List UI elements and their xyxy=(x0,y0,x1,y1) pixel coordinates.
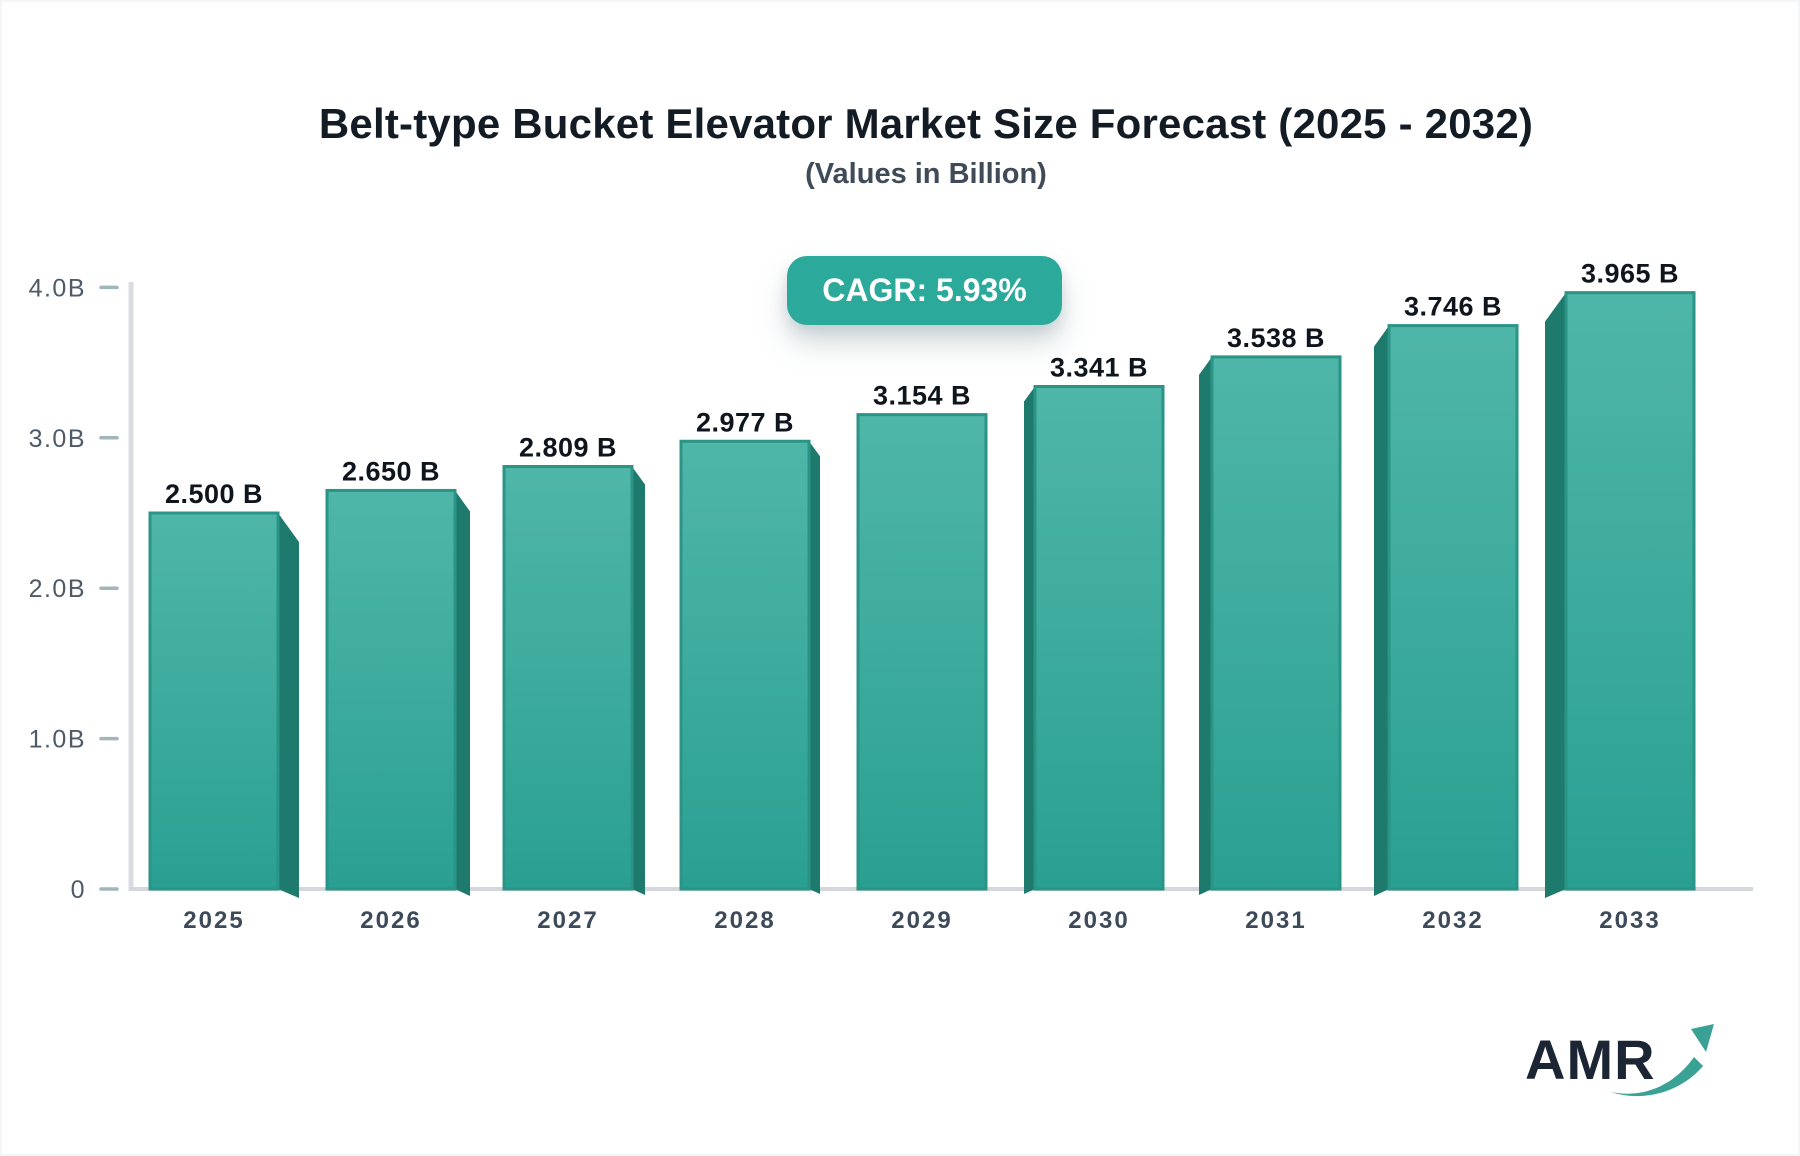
bar-side-3d xyxy=(632,466,645,895)
bar-2033 xyxy=(1564,291,1696,891)
x-tick-label: 2027 xyxy=(537,907,598,934)
x-tick-label: 2025 xyxy=(183,907,244,934)
bar-2026 xyxy=(325,488,457,891)
x-tick-label: 2026 xyxy=(360,907,421,934)
y-tick-label: 2.0B xyxy=(29,575,86,603)
bar-side-3d xyxy=(1545,292,1566,898)
logo-text: AMR xyxy=(1525,1028,1656,1091)
x-tick-label: 2033 xyxy=(1599,907,1660,934)
bar-value-label: 3.154 B xyxy=(873,381,971,411)
bar-value-label: 2.650 B xyxy=(342,456,440,486)
bar-2028 xyxy=(679,439,811,891)
bar-value-label: 2.809 B xyxy=(519,433,617,463)
bar-side-3d xyxy=(455,490,470,896)
trend-up-arrow-icon xyxy=(1611,1024,1714,1097)
amr-logo: AMR xyxy=(1525,1024,1715,1122)
bar-2027 xyxy=(502,465,634,891)
bar-side-3d xyxy=(1374,325,1389,897)
page-title: Belt-type Bucket Elevator Market Size Fo… xyxy=(318,100,1534,147)
y-tick-label: 0 xyxy=(71,876,86,904)
bar-2031 xyxy=(1210,355,1342,891)
bar-value-label: 3.341 B xyxy=(1050,353,1148,383)
bar-side-3d xyxy=(278,513,299,898)
bar-2025 xyxy=(148,511,280,891)
bar-value-label: 3.746 B xyxy=(1404,292,1502,322)
bar-side-3d xyxy=(1024,386,1035,894)
bar-value-label: 2.500 B xyxy=(165,479,263,509)
bar-2032 xyxy=(1387,324,1519,891)
x-tick-label: 2029 xyxy=(891,907,952,934)
x-tick-label: 2032 xyxy=(1422,907,1483,934)
bar-2030 xyxy=(1033,385,1165,891)
bar-2029 xyxy=(856,413,988,891)
cagr-badge: CAGR: 5.93% xyxy=(787,256,1062,325)
bar-side-3d xyxy=(809,441,820,894)
bar-side-3d xyxy=(1199,356,1212,896)
y-tick-label: 1.0B xyxy=(29,726,86,754)
x-tick-label: 2028 xyxy=(714,907,775,934)
y-tick-label: 4.0B xyxy=(29,274,86,302)
bar-value-label: 3.965 B xyxy=(1581,259,1679,289)
bar-value-label: 3.538 B xyxy=(1227,323,1325,353)
x-tick-label: 2031 xyxy=(1245,907,1306,934)
y-tick-label: 3.0B xyxy=(29,425,86,453)
bar-value-label: 2.977 B xyxy=(696,407,794,437)
chart-subtitle: (Values in Billion) xyxy=(805,158,1047,190)
x-tick-label: 2030 xyxy=(1068,907,1129,934)
